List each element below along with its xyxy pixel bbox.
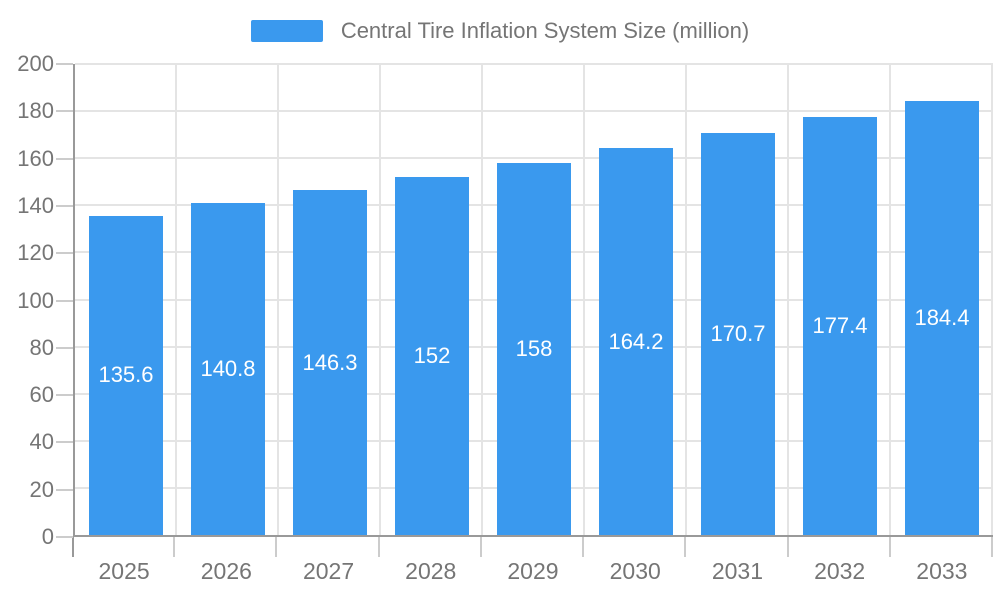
x-axis-tick-label: 2028 xyxy=(405,558,457,584)
y-axis-tick-label: 20 xyxy=(29,476,54,502)
x-gridline xyxy=(480,64,483,535)
bar-value-label: 140.8 xyxy=(200,356,256,382)
y-axis-tick-label: 180 xyxy=(17,98,54,124)
legend[interactable]: Central Tire Inflation System Size (mill… xyxy=(0,19,1000,43)
x-gridline xyxy=(991,64,993,535)
bar-value-label: 177.4 xyxy=(812,313,868,339)
y-axis-tick-label: 0 xyxy=(41,524,54,549)
y-axis-tick xyxy=(56,441,73,444)
y-axis-tick-label: 80 xyxy=(29,334,54,360)
y-axis-tick-label: 120 xyxy=(17,240,54,266)
x-axis-tick-label: 2026 xyxy=(200,558,252,584)
y-axis-tick xyxy=(56,299,73,302)
y-gridline xyxy=(75,157,993,160)
x-axis-tick xyxy=(377,537,380,557)
bar-value-label: 170.7 xyxy=(710,321,766,346)
bar-value-label: 135.6 xyxy=(98,362,154,388)
x-axis-tick xyxy=(275,537,278,557)
x-axis-tick xyxy=(888,537,891,557)
y-gridline xyxy=(75,110,993,113)
y-axis-tick-label: 140 xyxy=(17,192,54,218)
y-axis-tick xyxy=(56,63,73,65)
x-axis-tick xyxy=(684,537,687,557)
x-axis-tick xyxy=(991,537,993,557)
x-axis-tick xyxy=(786,537,789,557)
x-axis-tick-label: 2027 xyxy=(302,558,355,584)
y-axis-tick xyxy=(56,346,73,349)
y-axis-tick xyxy=(56,488,73,491)
x-gridline xyxy=(174,64,177,535)
bar-value-label: 146.3 xyxy=(302,349,358,375)
x-axis-tick-label: 2032 xyxy=(814,558,866,584)
bar-value-label: 164.2 xyxy=(608,328,664,354)
x-gridline xyxy=(888,64,891,535)
y-axis-tick xyxy=(56,394,73,397)
y-axis-tick-label: 200 xyxy=(17,51,54,76)
bar: 152 xyxy=(395,177,469,535)
y-axis-tick-label: 40 xyxy=(29,429,54,455)
y-axis-tick-label: 160 xyxy=(17,145,54,171)
y-axis-extension-line xyxy=(72,537,74,557)
x-axis-tick xyxy=(582,537,585,557)
bar: 170.7 xyxy=(701,133,775,535)
x-gridline xyxy=(787,64,789,535)
y-axis-tick xyxy=(56,536,73,538)
x-axis-tick-label: 2029 xyxy=(507,558,559,584)
x-axis-tick-label: 2033 xyxy=(916,558,968,584)
bar: 184.4 xyxy=(905,100,979,535)
y-axis-tick xyxy=(56,110,73,113)
bar-value-label: 184.4 xyxy=(914,304,970,330)
x-gridline xyxy=(583,64,585,535)
y-axis-tick xyxy=(56,157,73,160)
y-axis-tick xyxy=(56,252,73,255)
y-axis-tick-label: 60 xyxy=(29,382,54,408)
bar: 164.2 xyxy=(599,148,673,535)
bar-value-label: 152 xyxy=(413,343,451,369)
x-axis-tick xyxy=(479,537,482,557)
bar: 146.3 xyxy=(293,190,367,535)
x-axis-tick-label: 2025 xyxy=(98,558,150,584)
bar: 135.6 xyxy=(89,215,163,535)
y-axis-tick xyxy=(56,204,73,207)
legend-swatch-icon[interactable] xyxy=(250,20,323,42)
bar-value-label: 158 xyxy=(515,335,553,361)
bar: 177.4 xyxy=(803,117,877,535)
y-axis-tick-label: 100 xyxy=(17,287,54,313)
x-gridline xyxy=(684,64,687,535)
x-gridline xyxy=(276,64,279,535)
legend-label[interactable]: Central Tire Inflation System Size (mill… xyxy=(340,18,750,43)
x-axis-tick-label: 2030 xyxy=(609,558,661,584)
plot-area: 135.6 140.8 146.3 152 158 164.2 170.7 177.4 184.… xyxy=(73,63,993,537)
x-axis-tick-label: 2031 xyxy=(711,558,764,584)
bar: 140.8 xyxy=(191,203,265,535)
bar: 158 xyxy=(497,162,571,535)
y-gridline xyxy=(75,63,993,65)
x-gridline xyxy=(378,64,381,535)
x-axis-tick xyxy=(173,537,176,557)
